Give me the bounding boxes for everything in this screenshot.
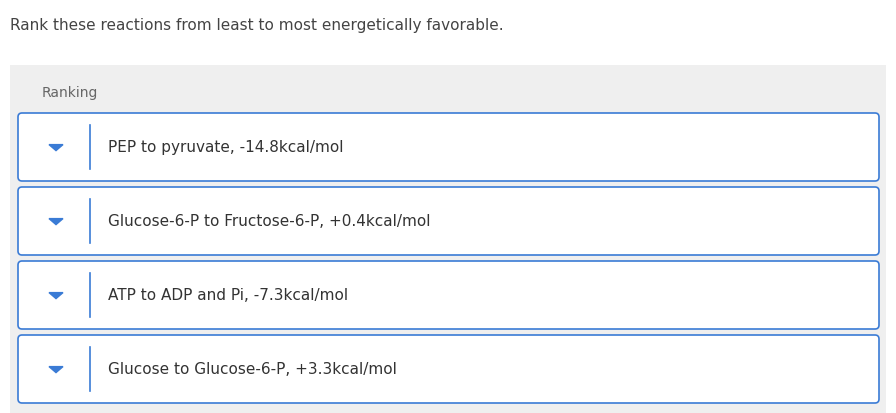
Text: Glucose-6-P to Fructose-6-P, +0.4kcal/mol: Glucose-6-P to Fructose-6-P, +0.4kcal/mo… bbox=[108, 214, 430, 229]
Text: ATP to ADP and Pi, -7.3kcal/mol: ATP to ADP and Pi, -7.3kcal/mol bbox=[108, 288, 349, 303]
Polygon shape bbox=[49, 367, 63, 373]
Polygon shape bbox=[49, 219, 63, 225]
Polygon shape bbox=[49, 293, 63, 299]
Bar bbox=[10, 66, 886, 413]
Polygon shape bbox=[49, 145, 63, 151]
FancyBboxPatch shape bbox=[18, 261, 879, 329]
Text: Ranking: Ranking bbox=[42, 86, 99, 100]
FancyBboxPatch shape bbox=[18, 335, 879, 403]
FancyBboxPatch shape bbox=[18, 114, 879, 182]
FancyBboxPatch shape bbox=[18, 188, 879, 255]
Text: PEP to pyruvate, -14.8kcal/mol: PEP to pyruvate, -14.8kcal/mol bbox=[108, 140, 343, 155]
Text: Glucose to Glucose-6-P, +3.3kcal/mol: Glucose to Glucose-6-P, +3.3kcal/mol bbox=[108, 362, 397, 377]
Text: Rank these reactions from least to most energetically favorable.: Rank these reactions from least to most … bbox=[10, 18, 504, 33]
